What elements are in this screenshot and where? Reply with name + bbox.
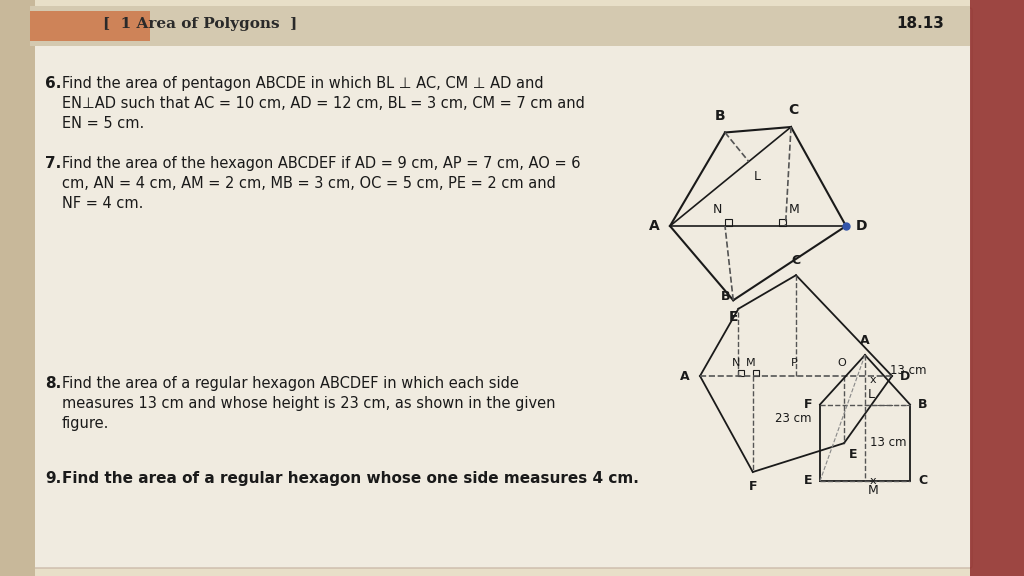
Text: Find the area of a regular hexagon ABCDEF in which each side: Find the area of a regular hexagon ABCDE… <box>62 376 519 391</box>
Text: cm, AN = 4 cm, AM = 2 cm, MB = 3 cm, OC = 5 cm, PE = 2 cm and: cm, AN = 4 cm, AM = 2 cm, MB = 3 cm, OC … <box>62 176 556 191</box>
Text: F: F <box>804 398 812 411</box>
Text: A: A <box>649 219 660 233</box>
Text: E: E <box>728 310 738 324</box>
Text: 23 cm: 23 cm <box>775 411 811 425</box>
Text: D: D <box>900 369 910 382</box>
Text: 13 cm: 13 cm <box>890 363 927 377</box>
Text: x: x <box>870 476 877 486</box>
Text: N: N <box>713 203 722 216</box>
Text: C: C <box>792 254 801 267</box>
Text: F: F <box>749 480 757 493</box>
Text: E: E <box>804 475 812 487</box>
Text: L: L <box>868 388 874 401</box>
Text: D: D <box>856 219 867 233</box>
Text: 13 cm: 13 cm <box>870 436 906 449</box>
Text: E: E <box>849 448 857 461</box>
Text: measures 13 cm and whose height is 23 cm, as shown in the given: measures 13 cm and whose height is 23 cm… <box>62 396 555 411</box>
Text: N: N <box>732 358 740 368</box>
Text: B: B <box>721 290 730 303</box>
Text: O: O <box>838 358 847 368</box>
Text: B: B <box>715 108 725 123</box>
Bar <box>30 6 970 46</box>
Text: NF = 4 cm.: NF = 4 cm. <box>62 196 143 211</box>
FancyBboxPatch shape <box>28 8 972 568</box>
Text: Find the area of a regular hexagon whose one side measures 4 cm.: Find the area of a regular hexagon whose… <box>62 471 639 486</box>
Text: 7.: 7. <box>45 156 61 171</box>
Text: 6.: 6. <box>45 76 61 91</box>
Bar <box>970 0 1024 576</box>
Text: M: M <box>788 203 800 216</box>
Text: x: x <box>870 375 877 385</box>
Text: 8.: 8. <box>45 376 61 391</box>
Bar <box>0 0 35 576</box>
Text: M: M <box>868 484 879 497</box>
Text: EN⊥AD such that AC = 10 cm, AD = 12 cm, BL = 3 cm, CM = 7 cm and: EN⊥AD such that AC = 10 cm, AD = 12 cm, … <box>62 96 585 111</box>
Text: [  1 Area of Polygons  ]: [ 1 Area of Polygons ] <box>102 17 297 31</box>
Bar <box>30 11 150 41</box>
Text: M: M <box>746 358 756 368</box>
Text: B: B <box>918 398 928 411</box>
Text: C: C <box>918 475 927 487</box>
Text: Find the area of pentagon ABCDE in which BL ⊥ AC, CM ⊥ AD and: Find the area of pentagon ABCDE in which… <box>62 76 544 91</box>
Text: A: A <box>680 369 690 382</box>
Text: 9.: 9. <box>45 471 61 486</box>
Text: EN = 5 cm.: EN = 5 cm. <box>62 116 144 131</box>
Text: A: A <box>860 334 869 347</box>
Text: P: P <box>791 358 798 368</box>
Text: 18.13: 18.13 <box>896 17 944 32</box>
Text: C: C <box>787 103 798 117</box>
Text: Find the area of the hexagon ABCDEF if AD = 9 cm, AP = 7 cm, AO = 6: Find the area of the hexagon ABCDEF if A… <box>62 156 581 171</box>
Text: figure.: figure. <box>62 416 110 431</box>
Text: L: L <box>754 169 761 183</box>
